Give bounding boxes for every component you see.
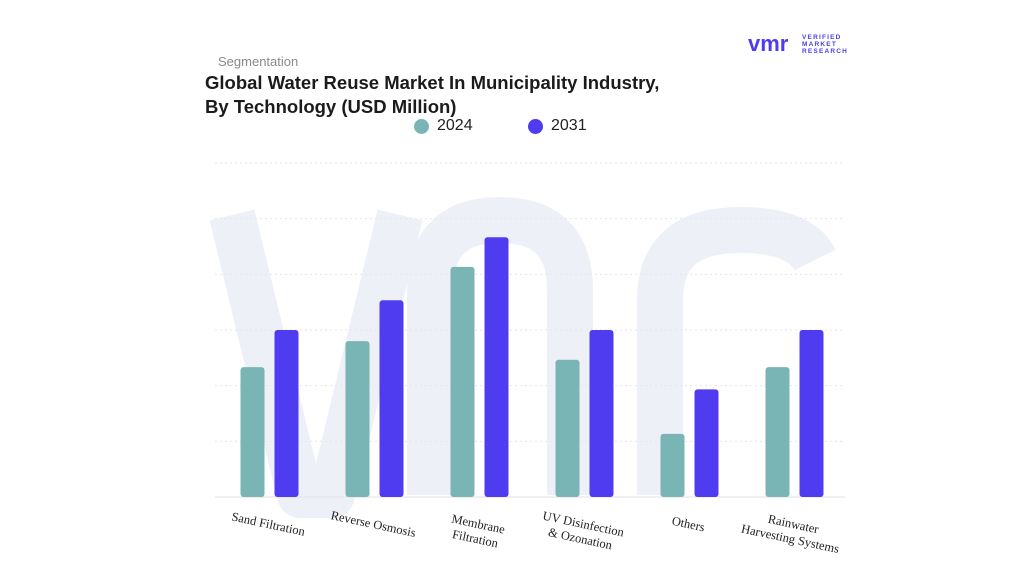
bar-2031-2 bbox=[484, 237, 509, 497]
chart-title: Global Water Reuse Market In Municipalit… bbox=[205, 71, 725, 119]
logo-wordmark: VERIFIED MARKET RESEARCH bbox=[802, 34, 848, 55]
bar-2031-0 bbox=[274, 330, 299, 497]
bar-2024-1 bbox=[345, 341, 370, 497]
bar-2024-4 bbox=[660, 433, 685, 497]
legend-label-2024: 2024 bbox=[437, 117, 473, 134]
bar-2024-2 bbox=[450, 266, 475, 497]
bar-2031-1 bbox=[379, 300, 404, 497]
brand-logo: vmr VERIFIED MARKET RESEARCH bbox=[748, 33, 848, 55]
x-tick-label-3: UV Disinfection& Ozonation bbox=[538, 509, 626, 555]
bar-2031-4 bbox=[694, 389, 719, 497]
bar-2024-0 bbox=[240, 367, 265, 497]
chart-subtitle: Segmentation bbox=[218, 54, 299, 69]
x-tick-label-line: Reverse Osmosis bbox=[330, 508, 418, 540]
legend-swatch-2031 bbox=[528, 118, 543, 134]
legend-label-2031: 2031 bbox=[551, 117, 587, 134]
x-tick-label-5: RainwaterHarvesting Systems bbox=[740, 507, 844, 556]
watermark-shape-m bbox=[407, 196, 593, 495]
legend-swatch-2024 bbox=[414, 118, 429, 134]
bar-2024-3 bbox=[555, 359, 580, 497]
x-tick-label-4: Others bbox=[671, 514, 707, 535]
chart-title-line2: By Technology (USD Million) bbox=[205, 96, 457, 117]
logo-line1: VERIFIED bbox=[802, 33, 842, 41]
bar-2024-5 bbox=[765, 367, 790, 497]
bar-2031-5 bbox=[799, 330, 824, 497]
legend-item-2024: 2024 bbox=[414, 117, 473, 135]
vmr-logo-icon: vmr bbox=[748, 33, 789, 55]
x-tick-label-line: Others bbox=[671, 514, 707, 535]
bar-2031-3 bbox=[589, 330, 614, 497]
logo-line3: RESEARCH bbox=[802, 47, 849, 55]
grid bbox=[215, 162, 845, 498]
chart-title-line1: Global Water Reuse Market In Municipalit… bbox=[205, 72, 660, 93]
watermark bbox=[209, 196, 836, 518]
x-tick-label-2: MembraneFiltration bbox=[447, 512, 506, 552]
logo-line2: MARKET bbox=[802, 40, 838, 48]
legend-item-2031: 2031 bbox=[528, 117, 587, 135]
watermark-shape-r bbox=[637, 206, 836, 495]
logo-mark: vmr bbox=[748, 33, 789, 55]
x-tick-label-1: Reverse Osmosis bbox=[330, 508, 418, 540]
bars bbox=[240, 237, 824, 497]
